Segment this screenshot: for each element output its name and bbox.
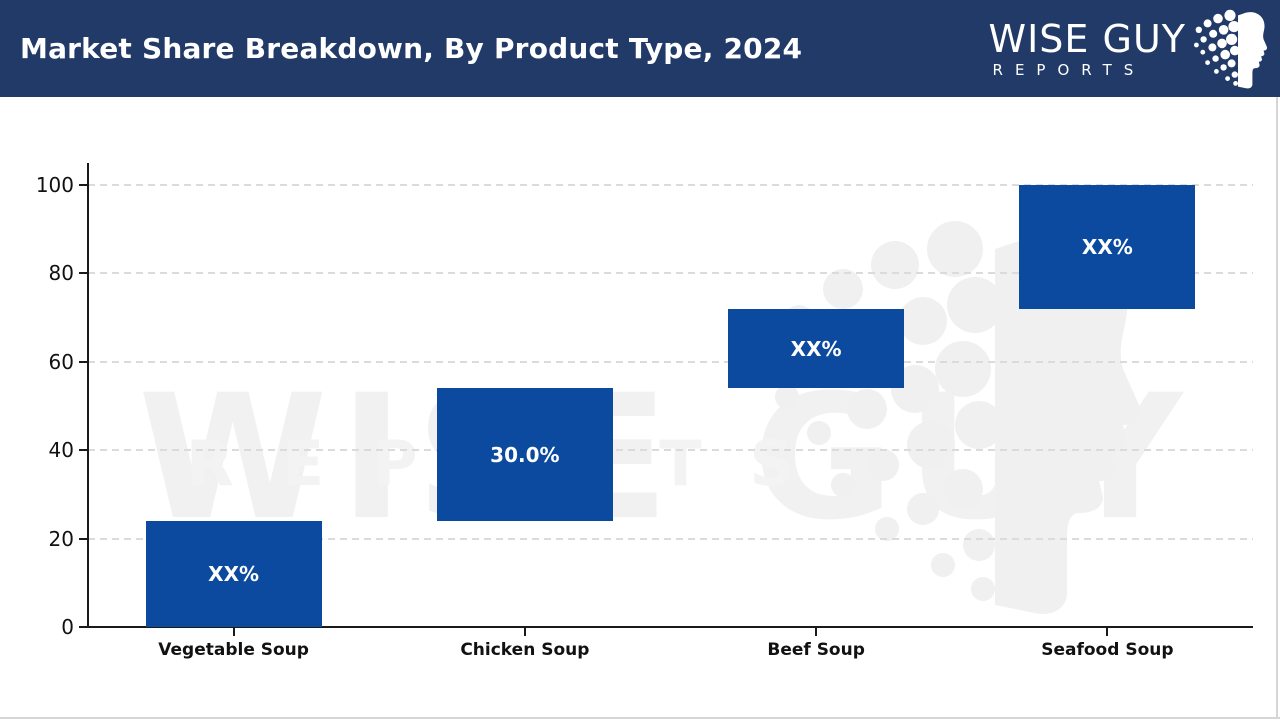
page-title: Market Share Breakdown, By Product Type,… — [20, 32, 803, 65]
x-axis-spine — [87, 626, 1253, 628]
logo-wordmark: WISE GUY — [988, 16, 1186, 61]
bar-beef-soup: XX% — [728, 308, 905, 389]
x-tick-mark — [523, 627, 526, 636]
gridline-60 — [88, 360, 1253, 363]
x-category-label-seafood-soup: Seafood Soup — [1041, 640, 1174, 660]
gridline-100 — [88, 184, 1253, 186]
gridline-40 — [88, 449, 1253, 452]
y-tick-label: 40 — [48, 438, 74, 463]
bar-value-label: 30.0% — [490, 442, 560, 467]
y-tick-mark — [79, 449, 88, 452]
y-tick-label: 60 — [48, 349, 74, 374]
logo-subtitle: REPORTS — [992, 60, 1146, 79]
y-tick-label: 20 — [48, 526, 74, 551]
y-tick-label: 100 — [35, 173, 74, 197]
y-tick-mark — [79, 537, 88, 540]
y-tick-mark — [79, 272, 88, 275]
x-category-label-vegetable-soup: Vegetable Soup — [158, 640, 309, 660]
gridline-20 — [88, 537, 1253, 540]
y-tick-label: 0 — [61, 615, 74, 639]
wiseguy-head-icon — [1194, 9, 1268, 88]
figure-bottom-edge-line — [0, 717, 1280, 719]
bar-chicken-soup: 30.0% — [436, 388, 613, 521]
wiseguy-logo: WISE GUY REPORTS — [989, 0, 1270, 97]
x-tick-mark — [1106, 627, 1109, 636]
x-category-label-chicken-soup: Chicken Soup — [460, 640, 590, 660]
y-tick-mark — [79, 360, 88, 363]
x-category-label-beef-soup: Beef Soup — [767, 640, 865, 660]
bar-value-label: XX% — [790, 336, 842, 361]
figure-right-edge-line — [1276, 97, 1278, 719]
bar-value-label: XX% — [1081, 234, 1133, 259]
x-tick-mark — [232, 627, 235, 636]
bar-seafood-soup: XX% — [1019, 185, 1196, 309]
wiseguy-logo-text: WISE GUY REPORTS — [989, 19, 1186, 79]
y-tick-mark — [79, 626, 88, 628]
gridline-80 — [88, 272, 1253, 275]
x-tick-mark — [815, 627, 818, 636]
bar-value-label: XX% — [208, 561, 260, 586]
header: Market Share Breakdown, By Product Type,… — [0, 0, 1280, 97]
bar-vegetable-soup: XX% — [145, 520, 322, 627]
y-tick-label: 80 — [48, 261, 74, 286]
y-tick-mark — [79, 184, 88, 186]
y-axis-spine — [87, 162, 89, 628]
